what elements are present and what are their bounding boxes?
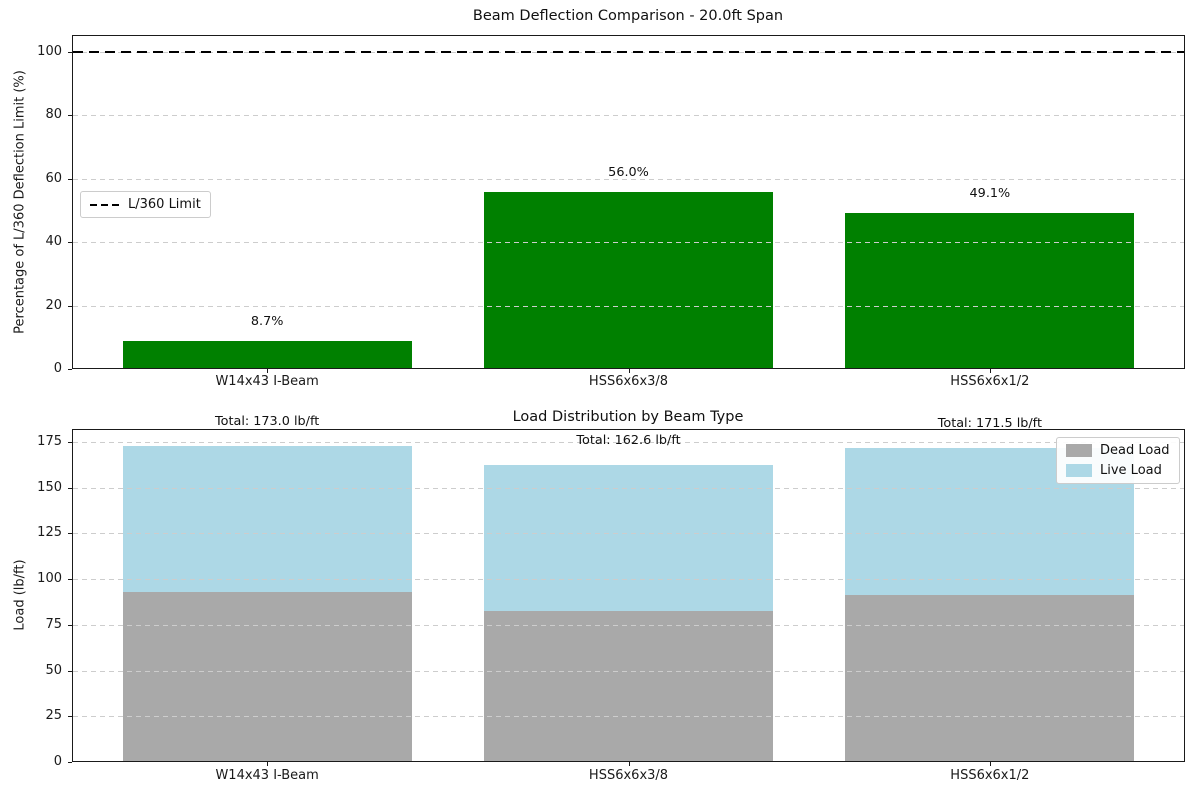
y-tick-label: 80 [45,107,62,123]
y-tick-label: 60 [45,170,62,186]
y-tick-label: 125 [37,525,62,541]
y-tick-label: 100 [37,571,62,587]
y-tick-label: 50 [45,662,62,678]
y-tickmark [68,178,72,180]
dead-load-segment [483,610,774,762]
y-tickmark [68,441,72,443]
gridline [73,441,1184,443]
total-label: Total: 173.0 lb/ft [214,413,320,429]
legend-label: Live Load [1100,463,1162,478]
y-tick-label: 75 [45,616,62,632]
x-tick-label: HSS6x6x3/8 [588,768,669,783]
dead-load-segment [122,591,412,762]
y-tick-label: 40 [45,234,62,250]
gridline [73,579,1184,581]
gridline [73,115,1184,117]
gridline [73,242,1184,244]
x-tickmark [267,762,269,766]
y-tickmark [68,115,72,117]
bar-value-label: 8.7% [250,314,284,330]
chart-title: Beam Deflection Comparison - 20.0ft Span [472,8,784,24]
legend-l360-limit: L/360 Limit [80,191,211,218]
x-tick-label: HSS6x6x1/2 [950,374,1030,389]
y-tickmark [68,762,72,763]
legend-row-live-load: Live Load [1066,463,1170,478]
y-tickmark [68,487,72,489]
y-tick-label: 175 [37,433,62,449]
total-label: Total: 171.5 lb/ft [937,416,1042,432]
y-tick-label: 25 [45,708,62,724]
deflection-bar [845,213,1135,369]
gridline [73,487,1184,489]
x-tick-label: W14x43 I-Beam [215,768,319,783]
y-tick-label: 20 [45,297,62,313]
gridline [73,533,1184,535]
y-tickmark [68,533,72,535]
dashed-line-sample [90,203,120,206]
gridline [73,624,1184,626]
x-tick-label: W14x43 I-Beam [215,374,319,389]
deflection-bar [122,341,412,369]
y-tickmark [68,624,72,626]
deflection-bar [483,191,774,369]
legend-row: L/360 Limit [90,197,201,212]
gridline [73,670,1184,672]
y-tick-label: 0 [53,361,62,376]
bar-value-label: 56.0% [608,164,649,180]
legend-label: Dead Load [1100,443,1170,458]
dead-load-segment [845,594,1135,762]
gridline [73,716,1184,718]
gridline [73,305,1184,307]
chart-title: Load Distribution by Beam Type [512,409,744,425]
legend-label: L/360 Limit [128,197,201,212]
gridline [73,178,1184,180]
y-tickmark [68,579,72,581]
y-tick-label: 0 [53,754,62,769]
x-tickmark [989,762,991,766]
x-tickmark [267,369,269,373]
y-tickmark [68,670,72,672]
x-tick-label: HSS6x6x1/2 [950,768,1030,783]
live-load-segment [122,445,412,592]
y-tickmark [68,369,72,370]
y-tickmark [68,52,72,54]
y-tick-label: 100 [37,44,62,60]
y-tickmark [68,716,72,718]
limit-line [73,51,1184,54]
bar-value-label: 49.1% [969,186,1011,202]
y-tickmark [68,305,72,307]
x-tickmark [628,369,630,373]
dead-load-swatch [1066,444,1092,457]
live-load-segment [483,464,774,611]
legend-load-series: Dead Load Live Load [1056,437,1180,484]
legend-row-dead-load: Dead Load [1066,443,1170,458]
x-tick-label: HSS6x6x3/8 [588,374,669,389]
x-tickmark [628,762,630,766]
total-label: Total: 162.6 lb/ft [576,432,681,448]
y-tickmark [68,242,72,244]
live-load-swatch [1066,464,1092,477]
y-tick-label: 150 [37,479,62,495]
x-tickmark [989,369,991,373]
